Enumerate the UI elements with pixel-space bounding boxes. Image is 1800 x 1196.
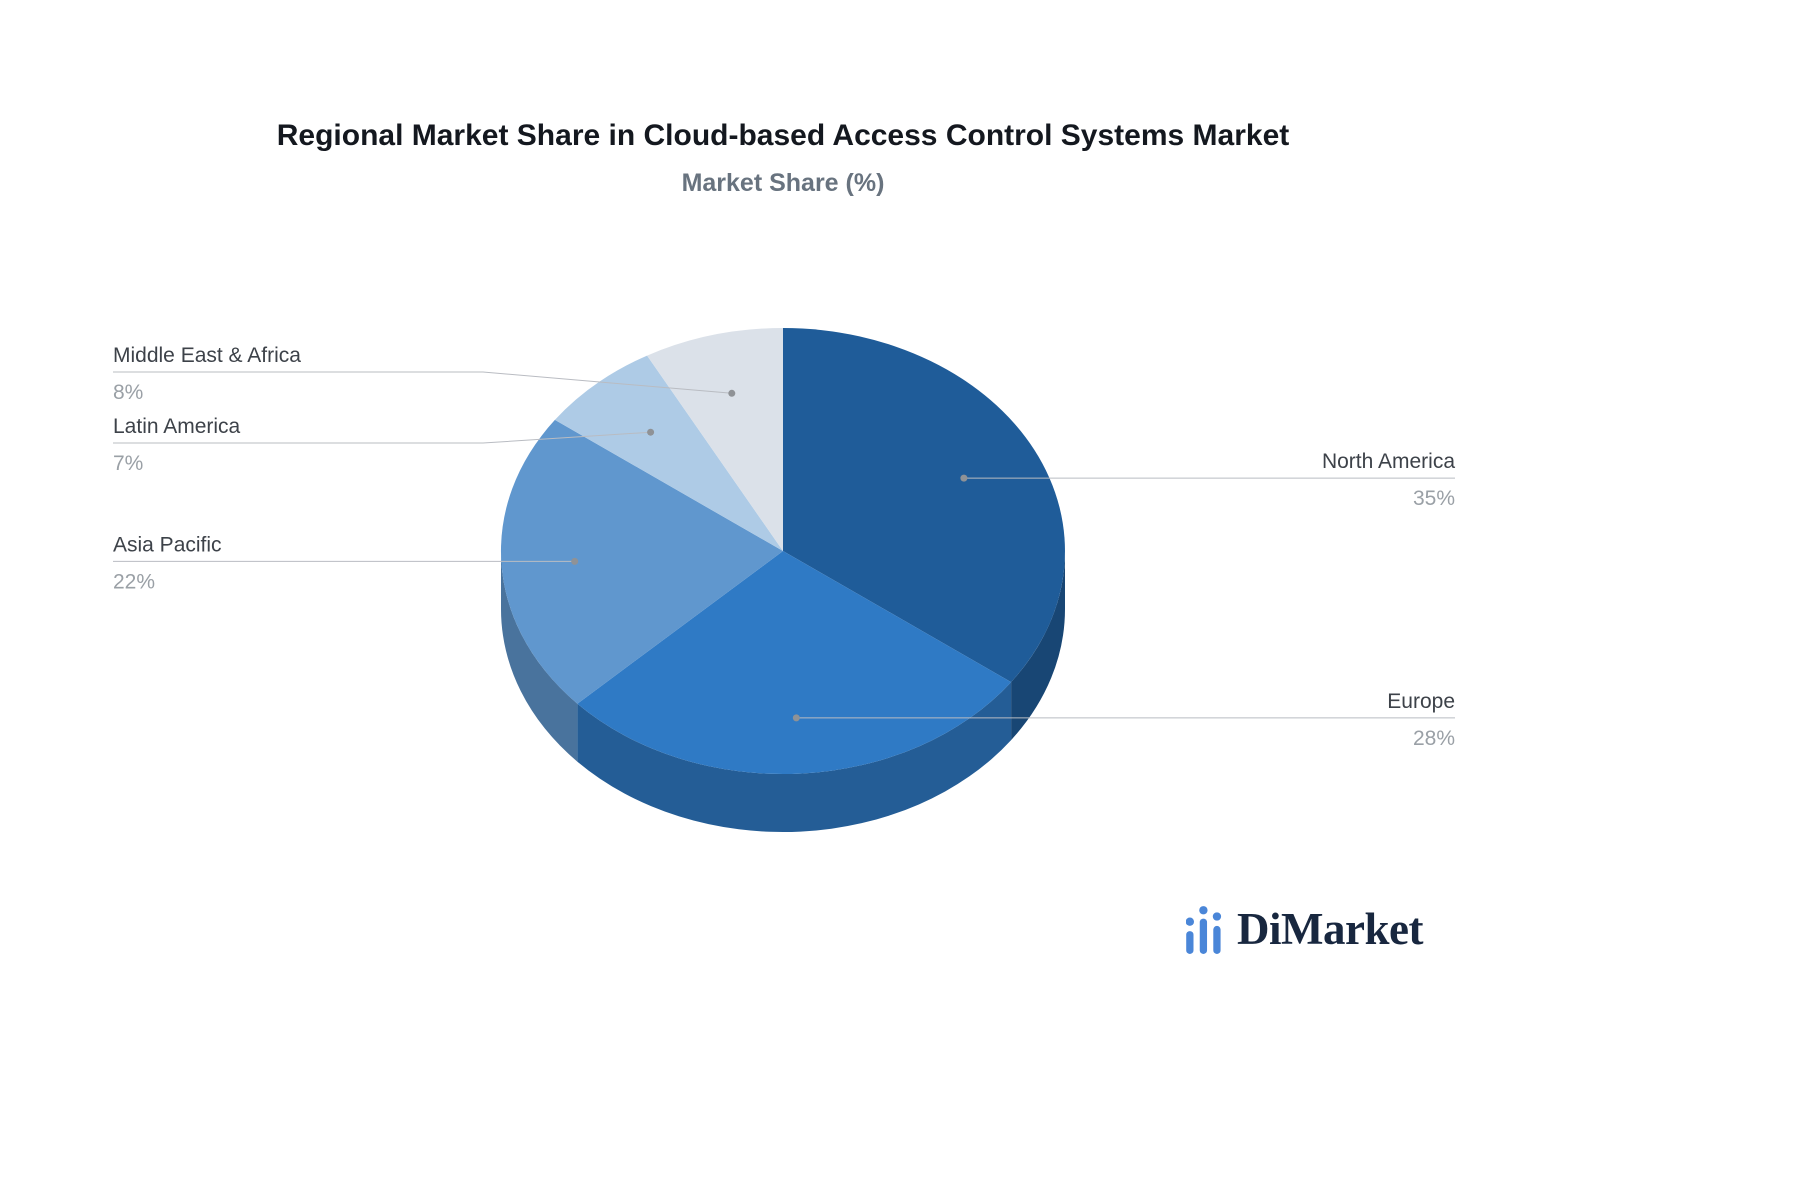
pie-slice-middle-east-africa[interactable] (647, 328, 783, 551)
pie-slice-side-europe (577, 682, 1012, 833)
logo-text: DiMarket (1237, 903, 1423, 954)
slice-label-value: 35% (1413, 487, 1455, 510)
pie-slice-side-north-america (1011, 551, 1065, 741)
leader-dot (792, 714, 800, 722)
slice-label-name: Middle East & Africa (113, 344, 301, 367)
pie-slice-north-america[interactable] (783, 328, 1065, 683)
pie-slice-asia-pacific[interactable] (500, 419, 783, 704)
slice-label-name: Asia Pacific (113, 533, 222, 556)
leader-line (113, 431, 651, 444)
chart-title: Regional Market Share in Cloud-based Acc… (276, 119, 1290, 152)
leader-dot (728, 389, 736, 397)
slice-label-name: Europe (1387, 690, 1455, 713)
slice-label-value: 8% (113, 381, 143, 404)
pie-slice-side-asia-pacific (500, 551, 578, 762)
chart-subtitle: Market Share (%) (681, 169, 885, 197)
leader-line (113, 371, 732, 394)
slice-label-value: 7% (113, 452, 143, 475)
dimarket-logo: DiMarket (1186, 904, 1423, 954)
leader-dot (960, 474, 968, 482)
slice-label-name: North America (1322, 450, 1455, 473)
bar-chart-logo-icon (1186, 906, 1222, 954)
slice-label-name: Latin America (113, 415, 241, 438)
leader-dot (571, 557, 579, 565)
pie-slice-latin-america[interactable] (554, 355, 783, 551)
slice-label-value: 28% (1413, 727, 1455, 750)
slice-label-value: 22% (113, 570, 155, 593)
leader-dot (647, 428, 655, 436)
